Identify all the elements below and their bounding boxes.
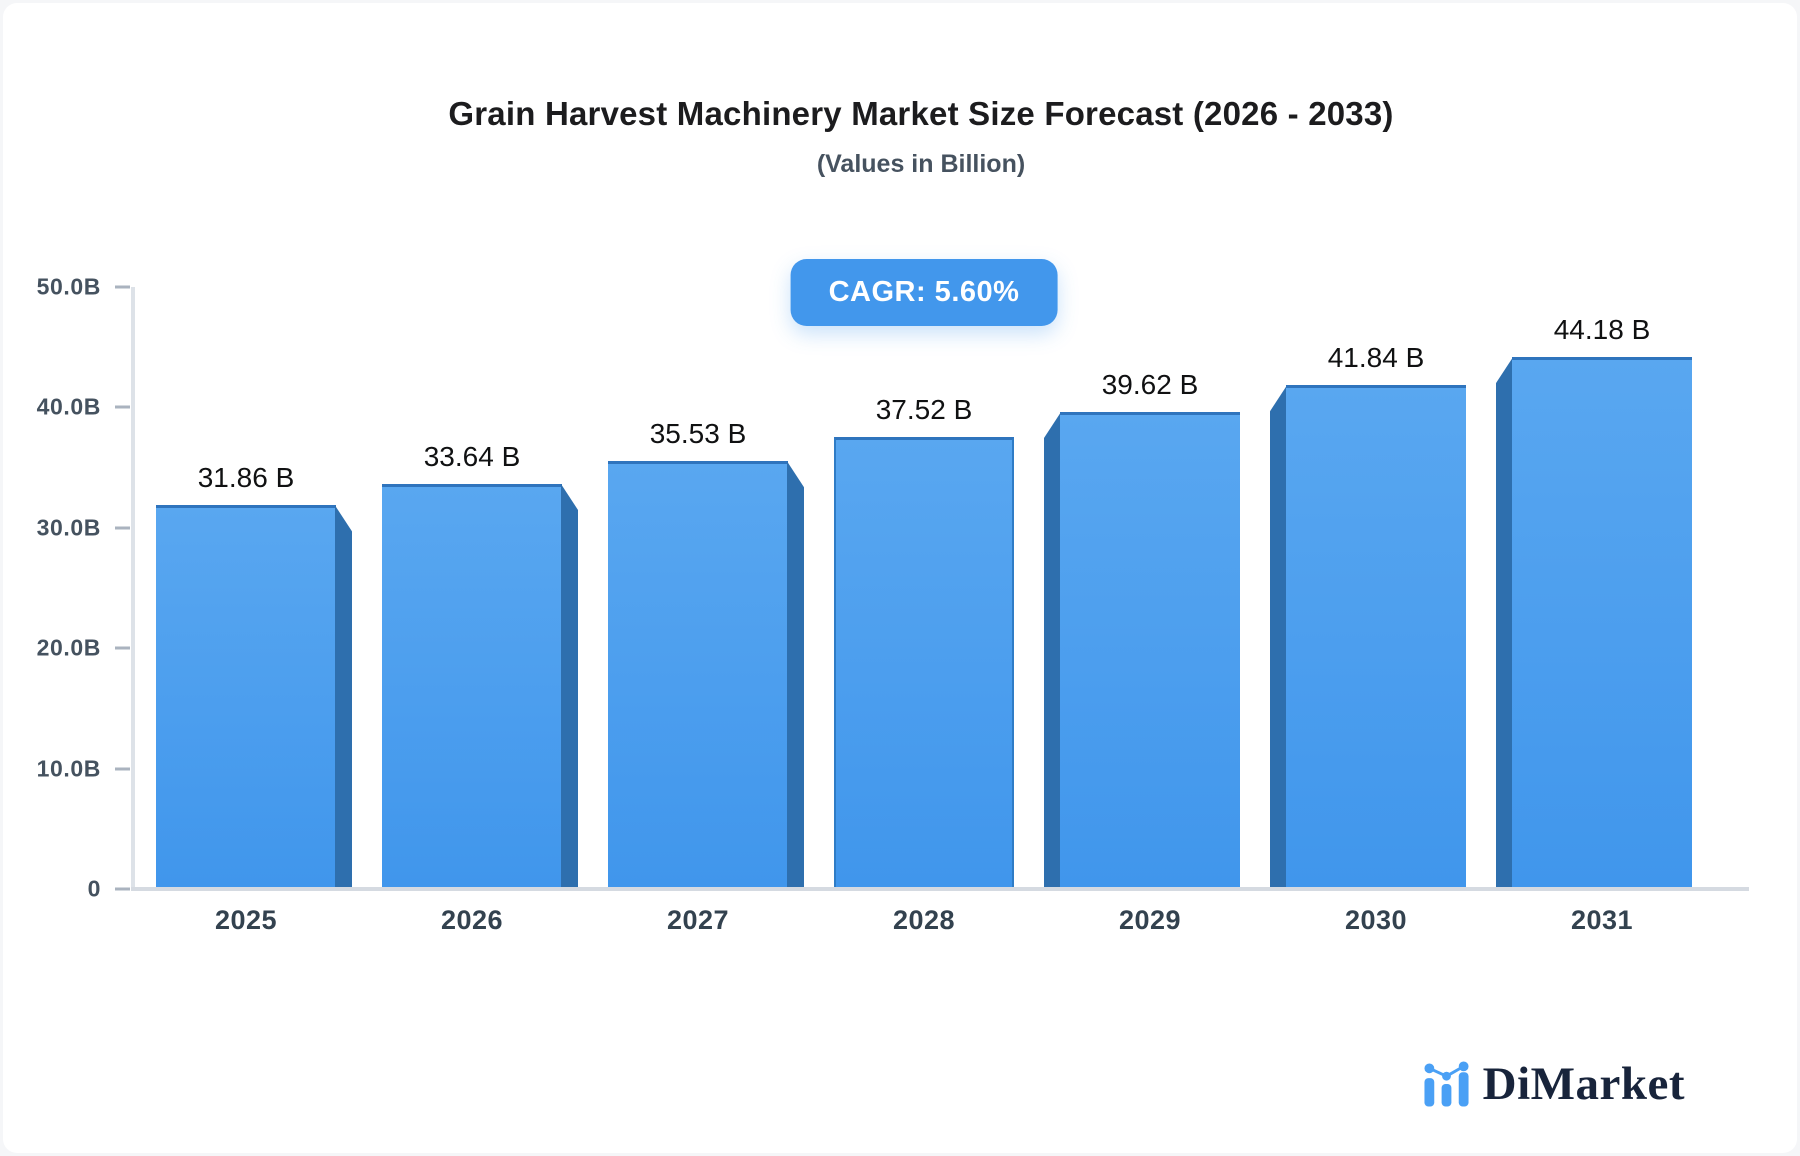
bar-side-face — [787, 461, 804, 889]
x-axis-labels: 2025 2026 2027 2028 2029 2030 2031 — [133, 905, 1715, 936]
bar-value-label: 44.18 B — [1553, 314, 1651, 346]
x-tick-label-2030: 2030 — [1344, 905, 1408, 935]
bar-2031[interactable]: 44.18 B — [1496, 314, 1692, 889]
bar-2029[interactable]: 39.62 B — [1044, 369, 1240, 889]
bar-slot-2025: 31.86 B — [133, 287, 359, 889]
bar-value-label: 33.64 B — [423, 440, 521, 472]
dimarket-logo: DiMarket — [1423, 1057, 1685, 1111]
y-axis-line — [131, 287, 135, 889]
bar-value-label: 31.86 B — [197, 462, 295, 494]
y-tick-mark — [115, 526, 130, 530]
bar-value-label: 37.52 B — [875, 394, 973, 426]
bar-front-face — [156, 505, 336, 889]
logo-text: DiMarket — [1482, 1058, 1685, 1110]
bar-front-face — [1286, 385, 1466, 889]
bar-front-face — [1512, 357, 1692, 889]
cagr-badge: CAGR: 5.60% — [790, 259, 1058, 326]
bar-2027[interactable]: 35.53 B — [608, 418, 804, 889]
page-title: Grain Harvest Machinery Market Size Fore… — [448, 95, 1394, 132]
x-tick-label-2029: 2029 — [1118, 905, 1182, 935]
y-tick-mark — [115, 405, 130, 409]
y-tick-mark — [115, 646, 130, 650]
bar-slot-2031: 44.18 B — [1489, 287, 1715, 889]
bar-2026[interactable]: 33.64 B — [382, 441, 578, 889]
bar-2030[interactable]: 41.84 B — [1270, 342, 1466, 889]
bar-front-face — [382, 483, 562, 889]
bar-side-face — [1044, 411, 1061, 889]
y-tick-label: 10.0B — [36, 755, 101, 782]
bar-slot-2026: 33.64 B — [359, 287, 585, 889]
bar-side-face — [335, 505, 352, 889]
bar-chart-plot: CAGR: 5.60% 50.0B 40.0B 30.0B 20.0B 10.0B 0 3… — [37, 259, 1749, 935]
y-tick-mark — [115, 285, 130, 289]
x-axis-line — [131, 887, 1749, 891]
bar-side-face — [1270, 385, 1287, 889]
bar-side-face — [1496, 357, 1513, 889]
bar-front-face — [608, 461, 788, 889]
y-tick-label: 50.0B — [36, 273, 101, 300]
y-tick-label: 20.0B — [36, 634, 101, 661]
chart-header: Grain Harvest Machinery Market Size Fore… — [133, 95, 1709, 179]
bars-area: 31.86 B 33.64 B 35.53 B 37.52 B 39.62 B 41.84… — [133, 287, 1715, 889]
y-tick-mark — [115, 767, 130, 771]
bar-2028[interactable]: 37.52 B — [834, 394, 1014, 889]
y-tick-label: 30.0B — [36, 514, 101, 541]
y-tick-label: 40.0B — [36, 393, 101, 420]
bar-value-label: 41.84 B — [1327, 342, 1425, 374]
bar-front-face — [834, 437, 1014, 889]
x-tick-label-2028: 2028 — [892, 905, 956, 935]
bar-front-face — [1060, 411, 1240, 889]
x-tick-label-2027: 2027 — [666, 905, 730, 935]
bar-side-face — [561, 483, 578, 889]
x-tick-label-2031: 2031 — [1570, 905, 1634, 935]
chart-subtitle: (Values in Billion) — [816, 150, 1026, 178]
bar-2025[interactable]: 31.86 B — [156, 462, 352, 889]
x-tick-label-2025: 2025 — [214, 905, 278, 935]
bar-value-label: 39.62 B — [1101, 368, 1199, 400]
bar-chart-trend-icon — [1424, 1061, 1469, 1107]
y-tick-mark — [115, 887, 130, 891]
bar-value-label: 35.53 B — [649, 418, 747, 450]
y-tick-label: 0 — [87, 875, 101, 902]
bar-slot-2027: 35.53 B — [585, 287, 811, 889]
bar-slot-2028: 37.52 B — [811, 287, 1037, 889]
x-tick-label-2026: 2026 — [440, 905, 504, 935]
bar-slot-2030: 41.84 B — [1263, 287, 1489, 889]
bar-slot-2029: 39.62 B — [1037, 287, 1263, 889]
chart-card: Grain Harvest Machinery Market Size Fore… — [3, 3, 1797, 1153]
